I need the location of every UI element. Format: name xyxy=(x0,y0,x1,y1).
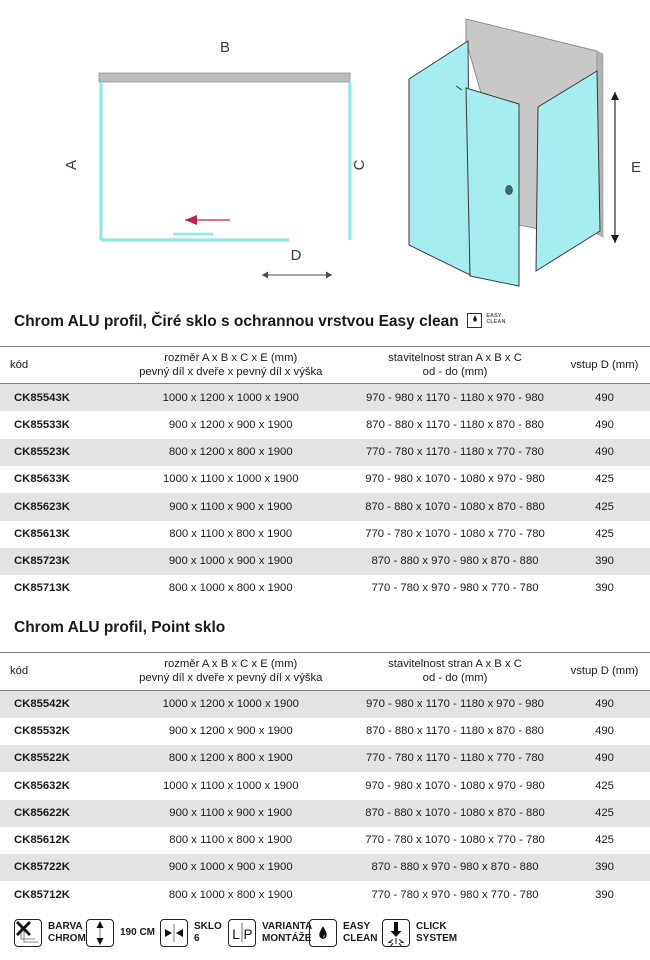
svg-text:C: C xyxy=(351,159,368,170)
svg-text:D: D xyxy=(291,247,302,264)
svg-text:E: E xyxy=(631,159,641,176)
svg-text:L: L xyxy=(232,927,240,942)
svg-text:A: A xyxy=(63,160,80,170)
svg-text:P: P xyxy=(243,927,252,942)
svg-text:B: B xyxy=(220,39,230,56)
